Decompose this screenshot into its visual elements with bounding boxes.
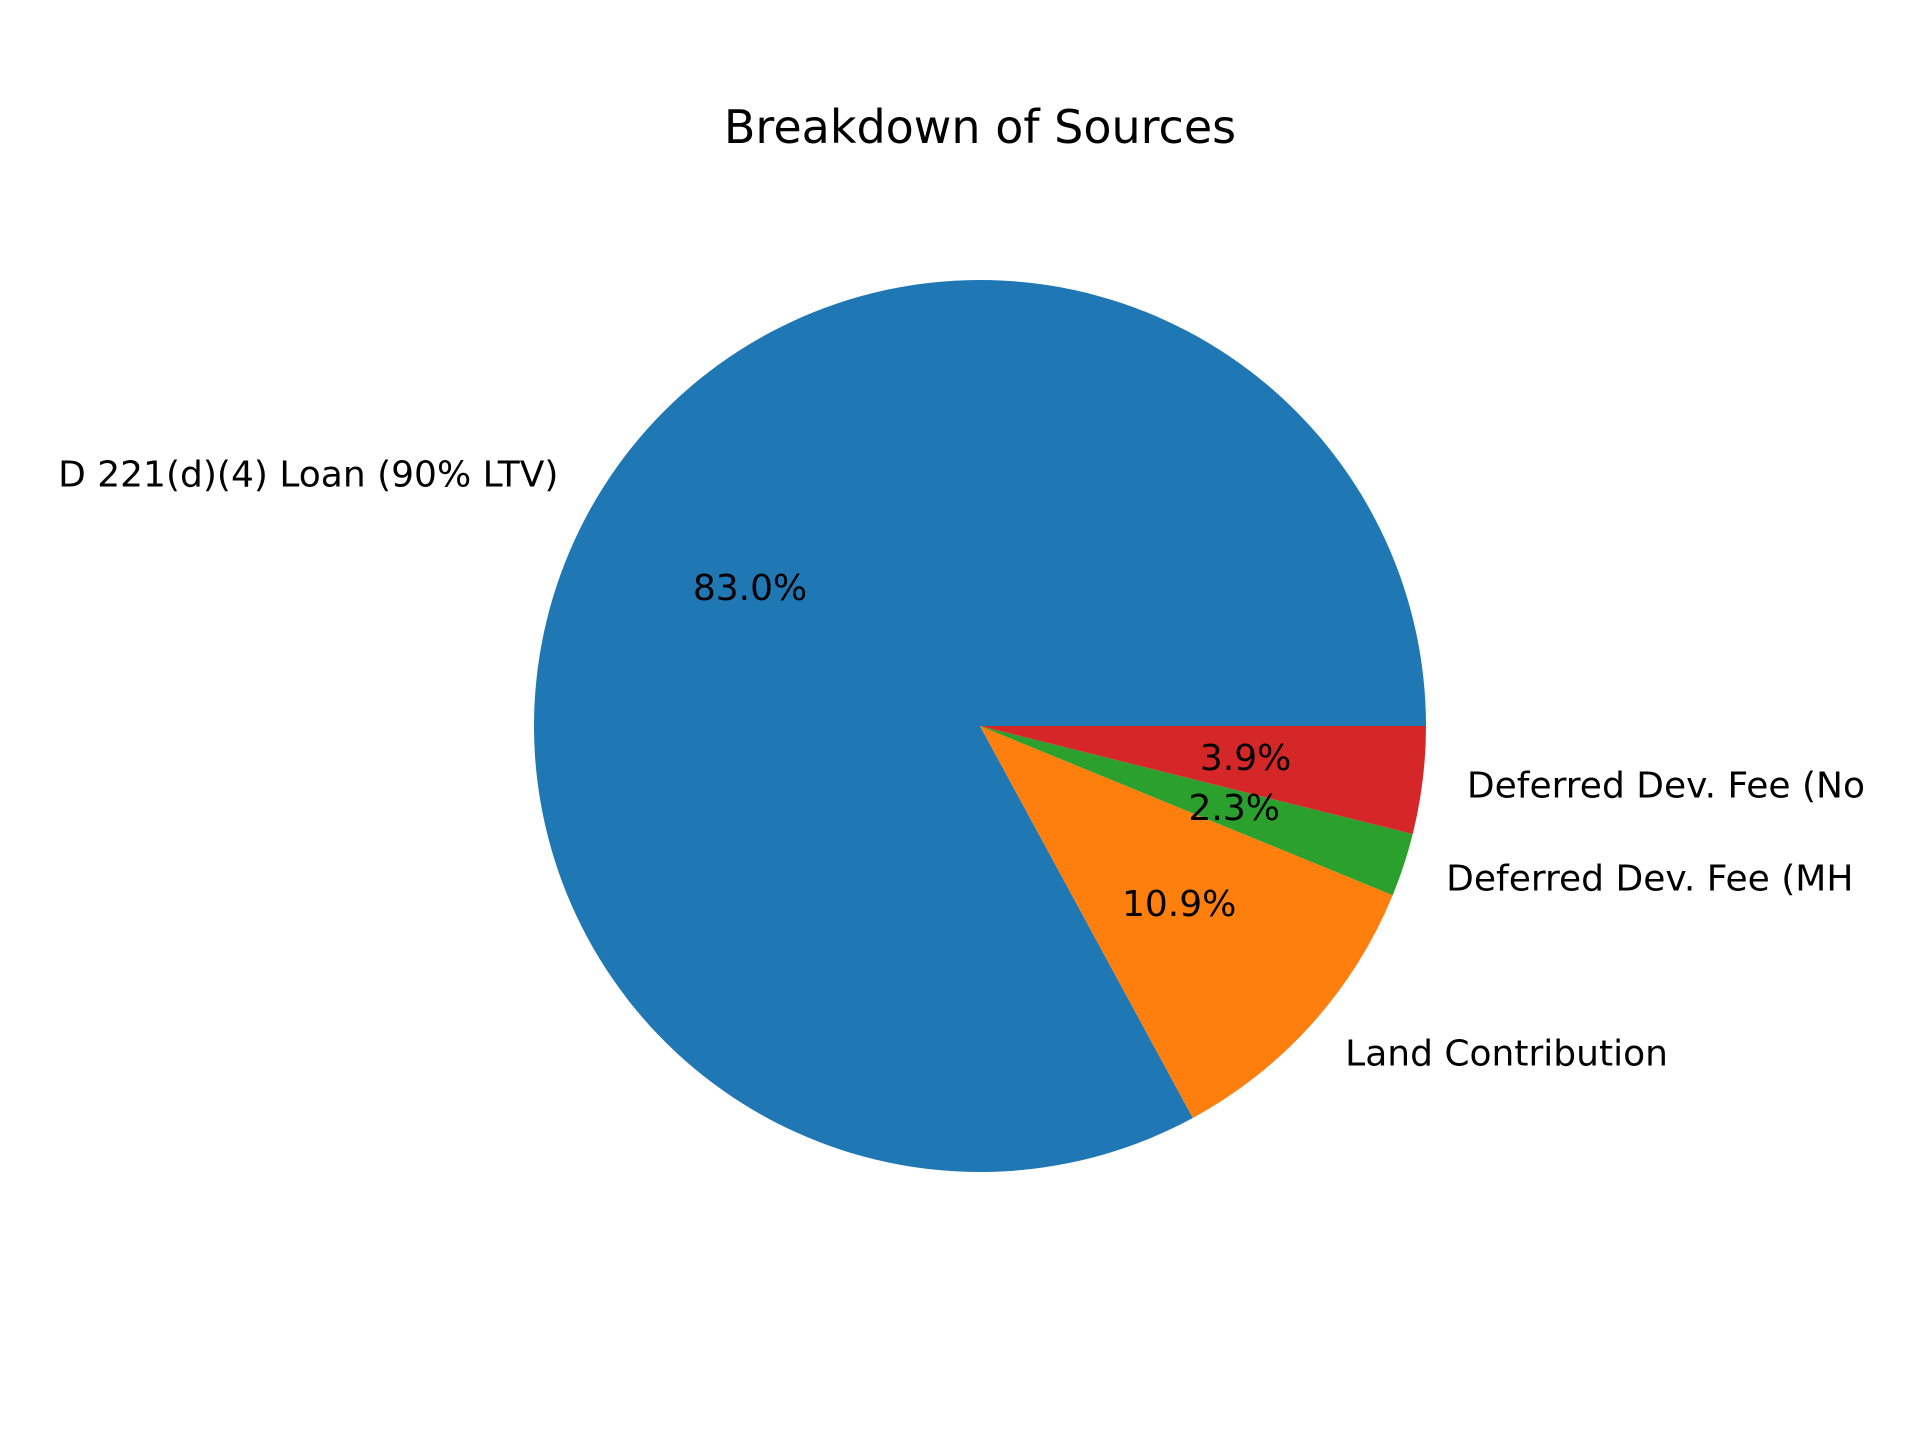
pct-label-deferred-fee-no: 3.9% — [1199, 737, 1292, 779]
slice-label-land-contribution: Land Contribution — [1345, 1033, 1668, 1075]
pct-label-land-contribution: 10.9% — [1121, 883, 1237, 925]
pie-slice-1 — [980, 726, 1393, 1118]
pie-slice-2 — [980, 726, 1413, 896]
pie-slice-0 — [534, 280, 1426, 1173]
slice-label-deferred-fee-no: Deferred Dev. Fee (No — [1466, 765, 1865, 807]
slice-label-deferred-fee-mh: Deferred Dev. Fee (MH — [1446, 858, 1854, 900]
slice-label-hud-loan: D 221(d)(4) Loan (90% LTV) — [58, 454, 559, 496]
pct-label-deferred-fee-mh: 2.3% — [1188, 788, 1280, 830]
chart-title: Breakdown of Sources — [723, 100, 1237, 154]
pct-label-hud-loan: 83.0% — [692, 568, 808, 610]
pie-slice-3 — [980, 726, 1426, 835]
